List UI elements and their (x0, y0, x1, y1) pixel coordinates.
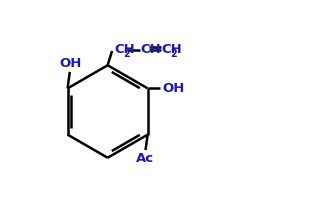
Text: 2: 2 (171, 49, 178, 59)
Text: 2: 2 (124, 49, 130, 59)
Text: OH: OH (59, 57, 82, 70)
Text: CH: CH (114, 43, 135, 56)
Text: CH: CH (140, 43, 161, 56)
Text: Ac: Ac (136, 152, 154, 165)
Text: CH: CH (161, 43, 182, 56)
Text: OH: OH (162, 82, 184, 95)
